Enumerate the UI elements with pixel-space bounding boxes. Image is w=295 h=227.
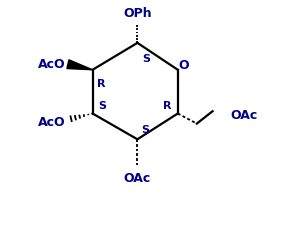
Text: OAc: OAc <box>124 172 151 185</box>
Text: R: R <box>163 101 172 111</box>
Text: O: O <box>178 59 189 72</box>
Text: AcO: AcO <box>38 116 66 129</box>
Polygon shape <box>67 60 93 70</box>
Text: OAc: OAc <box>230 109 258 122</box>
Text: S: S <box>99 101 107 111</box>
Text: OPh: OPh <box>123 7 152 20</box>
Text: S: S <box>141 125 149 135</box>
Text: S: S <box>142 54 150 64</box>
Text: R: R <box>97 79 106 89</box>
Text: AcO: AcO <box>38 58 66 71</box>
